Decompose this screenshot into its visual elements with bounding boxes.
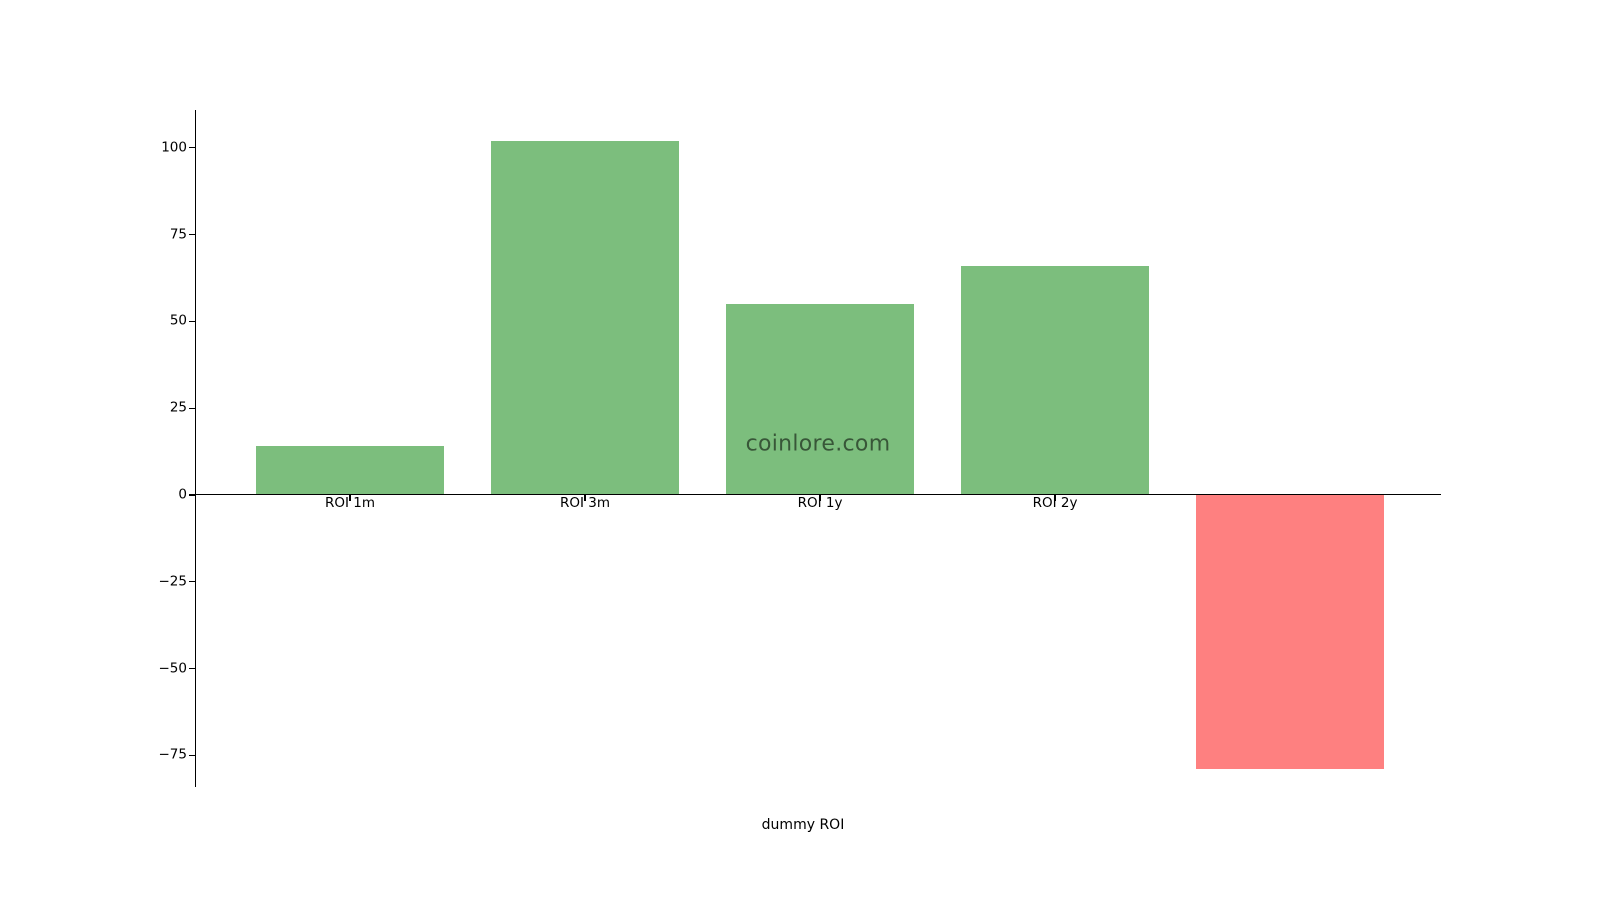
x-axis-title: dummy ROI (761, 817, 845, 833)
y-tick-mark (188, 581, 195, 583)
bar-roi-2y (961, 265, 1149, 495)
bar-roi-3m (491, 140, 679, 495)
y-axis-spine (194, 109, 196, 787)
y-tick-label: 25 (169, 399, 187, 416)
bar-roi-1y (726, 304, 914, 495)
watermark-text: coinlore.com (745, 431, 891, 457)
y-tick-label: 0 (178, 486, 187, 503)
y-tick-mark (188, 494, 195, 496)
y-tick-label: 75 (169, 225, 187, 242)
y-tick-label: 50 (169, 312, 187, 329)
y-tick-label: −75 (158, 746, 188, 763)
x-tick-label: ROI 2y (1032, 495, 1078, 511)
y-tick-mark (188, 407, 195, 409)
y-tick-label: 100 (161, 139, 187, 156)
y-tick-label: −50 (158, 659, 188, 676)
x-tick-mark (819, 495, 821, 501)
x-tick-mark (584, 495, 586, 501)
x-tick-label: ROI 1m (324, 495, 376, 511)
x-axis-zero-line (194, 494, 1441, 496)
y-tick-mark (188, 147, 195, 149)
y-tick-mark (188, 320, 195, 323)
y-tick-mark (188, 667, 195, 670)
bar-roi-1m (256, 446, 444, 495)
bar-category-5 (1196, 495, 1384, 770)
y-tick-label: −25 (158, 573, 188, 590)
x-tick-label: ROI 1y (797, 495, 843, 511)
y-tick-mark (188, 754, 195, 757)
x-tick-label: ROI 3m (559, 495, 611, 511)
y-tick-mark (188, 233, 195, 236)
x-tick-mark (349, 495, 351, 501)
x-tick-mark (1054, 495, 1056, 501)
